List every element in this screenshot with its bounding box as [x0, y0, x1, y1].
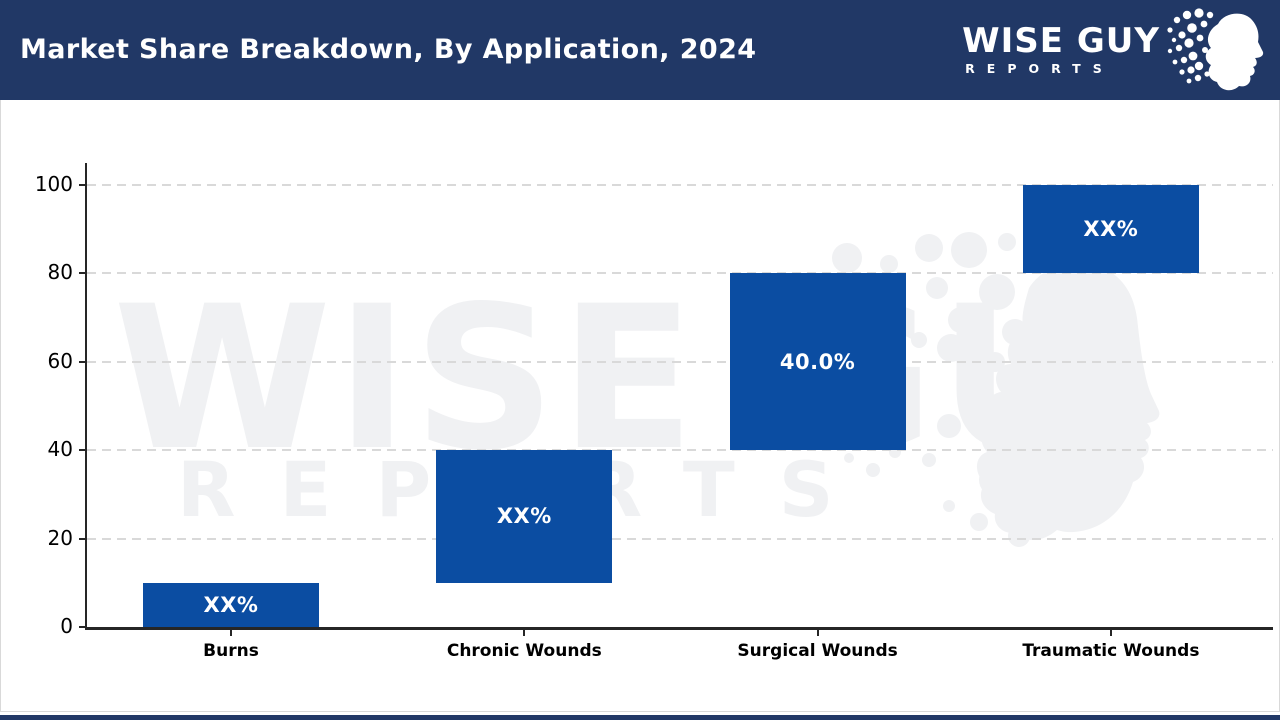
logo-tagline: REPORTS: [965, 61, 1114, 77]
logo-wordmark: WISE GUY: [962, 21, 1160, 62]
y-tick-label: 100: [34, 172, 73, 196]
x-axis-tick: [230, 629, 232, 636]
y-tick-label: 40: [47, 437, 73, 462]
y-axis-tick: [79, 360, 86, 363]
x-axis-tick: [523, 629, 526, 636]
y-axis-line: [85, 163, 87, 629]
y-axis-tick: [79, 184, 86, 186]
bar-segment: XX%: [1022, 185, 1199, 274]
bar-segment: 40.0%: [729, 273, 906, 451]
y-gridline: [87, 184, 1273, 186]
watermark-text: WISE GU: [113, 263, 1104, 494]
y-gridline: [87, 360, 1273, 363]
y-tick-label: 0: [60, 614, 73, 638]
bar-value-label: XX%: [1083, 217, 1139, 242]
y-axis-tick: [79, 449, 86, 452]
bar-value-label: XX%: [203, 592, 259, 617]
y-gridline: [87, 272, 1273, 275]
x-axis-line: [85, 627, 1273, 630]
y-gridline: [87, 449, 1273, 452]
x-tick-label: Chronic Wounds: [446, 641, 602, 661]
watermark-face-icon: [832, 232, 1160, 547]
bar-value-label: 40.0%: [779, 349, 856, 374]
y-gridline: [87, 537, 1273, 540]
y-axis-tick: [79, 272, 86, 275]
page-title: Market Share Breakdown, By Application, …: [20, 34, 757, 66]
x-axis-tick: [816, 629, 819, 636]
x-tick-label: Surgical Wounds: [737, 641, 898, 661]
footer-bar: [0, 715, 1280, 720]
bar-value-label: XX%: [496, 504, 552, 529]
chart-area: WISE GU REPORTS 020406080100XX%XX%40.0%X…: [0, 100, 1280, 712]
logo-face-icon: [1167, 8, 1264, 91]
bar-segment: XX%: [436, 450, 613, 583]
x-tick-label: Burns: [203, 641, 259, 661]
brand-logo: WISE GUY REPORTS: [962, 8, 1266, 92]
y-axis-tick: [79, 626, 86, 628]
y-axis-tick: [79, 537, 86, 540]
x-axis-tick: [1109, 629, 1112, 636]
y-tick-label: 60: [47, 348, 73, 373]
header: Market Share Breakdown, By Application, …: [0, 0, 1280, 100]
y-tick-label: 20: [47, 525, 73, 550]
bar-segment: XX%: [143, 582, 319, 627]
x-tick-label: Traumatic Wounds: [1022, 641, 1200, 661]
y-tick-label: 80: [47, 260, 73, 285]
